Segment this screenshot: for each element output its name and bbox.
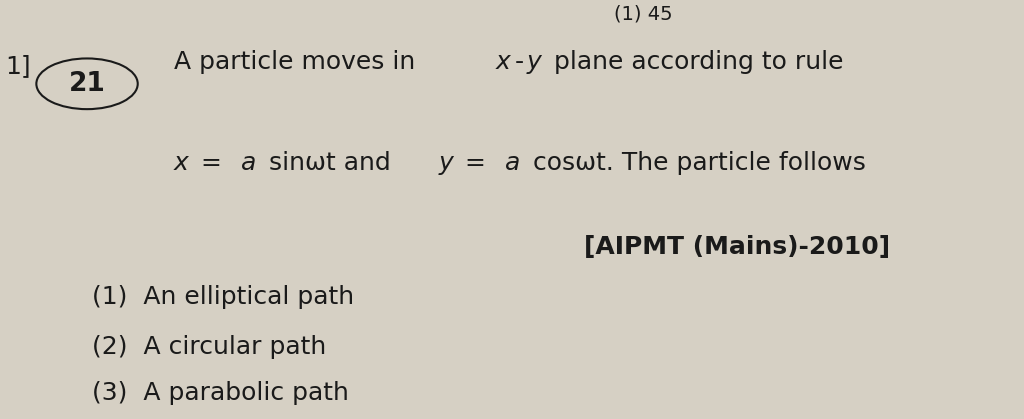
Text: -: - xyxy=(515,50,524,74)
Text: y: y xyxy=(438,151,453,175)
Text: (3)  A parabolic path: (3) A parabolic path xyxy=(92,381,349,405)
Text: x: x xyxy=(496,50,510,74)
Text: (1)  An elliptical path: (1) An elliptical path xyxy=(92,285,354,309)
Text: a: a xyxy=(505,151,520,175)
Text: (1) 45: (1) 45 xyxy=(614,4,673,23)
Text: 1]: 1] xyxy=(5,54,31,78)
Text: =: = xyxy=(194,151,230,175)
Text: =: = xyxy=(458,151,495,175)
Text: y: y xyxy=(526,50,542,74)
Text: a: a xyxy=(241,151,256,175)
Text: x: x xyxy=(174,151,188,175)
Text: sinωt and: sinωt and xyxy=(260,151,398,175)
Text: (2)  A circular path: (2) A circular path xyxy=(92,335,327,359)
Text: cosωt. The particle follows: cosωt. The particle follows xyxy=(524,151,865,175)
Text: A particle moves in: A particle moves in xyxy=(174,50,423,74)
Text: [AIPMT (Mains)-2010]: [AIPMT (Mains)-2010] xyxy=(585,235,890,259)
Text: plane according to rule: plane according to rule xyxy=(546,50,843,74)
Text: 21: 21 xyxy=(69,71,105,97)
